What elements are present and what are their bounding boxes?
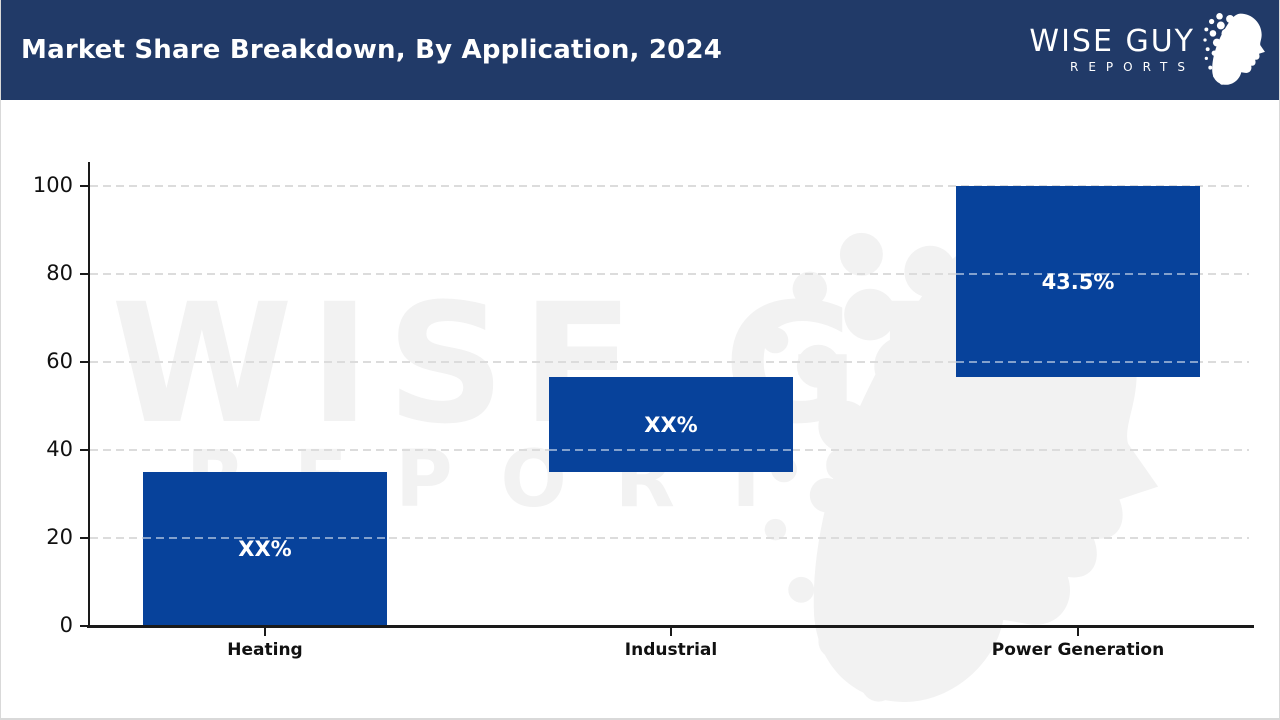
gridline-over-bar-80	[956, 273, 1200, 275]
y-tick-label-80: 80	[46, 261, 73, 285]
x-axis-line	[87, 625, 1254, 628]
y-tick-label-0: 0	[59, 613, 73, 637]
wiseguy-logo: WISE GUY REPORTS	[1029, 11, 1280, 90]
x-tick-3	[1077, 628, 1079, 636]
category-label-power-generation: Power Generation	[991, 640, 1165, 660]
category-label-industrial: Industrial	[624, 640, 718, 660]
gridline-60	[90, 361, 1249, 363]
bar-power-generation: 43.5%	[956, 186, 1200, 378]
gridline-80	[90, 273, 1249, 275]
y-tick-label-100: 100	[32, 173, 73, 197]
wiseguy-face-icon	[1201, 11, 1267, 90]
page-title: Market Share Breakdown, By Application, …	[21, 35, 723, 65]
y-tick-label-40: 40	[46, 437, 73, 461]
y-tick-100	[80, 185, 89, 187]
x-tick-2	[670, 628, 672, 636]
y-tick-0	[80, 625, 89, 627]
gridline-over-bar-40	[549, 449, 793, 451]
logo-subtext: REPORTS	[1069, 59, 1195, 74]
y-axis-line	[88, 162, 90, 628]
y-tick-label-20: 20	[46, 525, 73, 549]
gridline-over-bar-60	[956, 361, 1200, 363]
header-bar: Market Share Breakdown, By Application, …	[1, 0, 1280, 100]
x-tick-1	[264, 628, 266, 636]
bar-value-label: XX%	[644, 412, 698, 437]
chart-area: WISE GUY REPORTS XX% XX% 43.5% 0 20 40 60 80 10…	[1, 100, 1279, 720]
gridline-over-bar-20	[143, 537, 387, 539]
category-label-heating: Heating	[227, 640, 303, 660]
y-tick-label-60: 60	[46, 349, 73, 373]
logo-wordmark: WISE GUY	[1029, 24, 1195, 60]
y-tick-40	[80, 449, 89, 451]
bar-heating: XX%	[143, 472, 387, 626]
gridline-100	[90, 185, 1249, 187]
logo-text: WISE GUY REPORTS	[1029, 26, 1195, 74]
bar-value-label: XX%	[238, 537, 292, 561]
y-tick-80	[80, 273, 89, 275]
y-tick-60	[80, 361, 89, 363]
y-tick-20	[80, 537, 89, 539]
gridline-20	[90, 537, 1249, 539]
bar-industrial: XX%	[549, 377, 793, 472]
